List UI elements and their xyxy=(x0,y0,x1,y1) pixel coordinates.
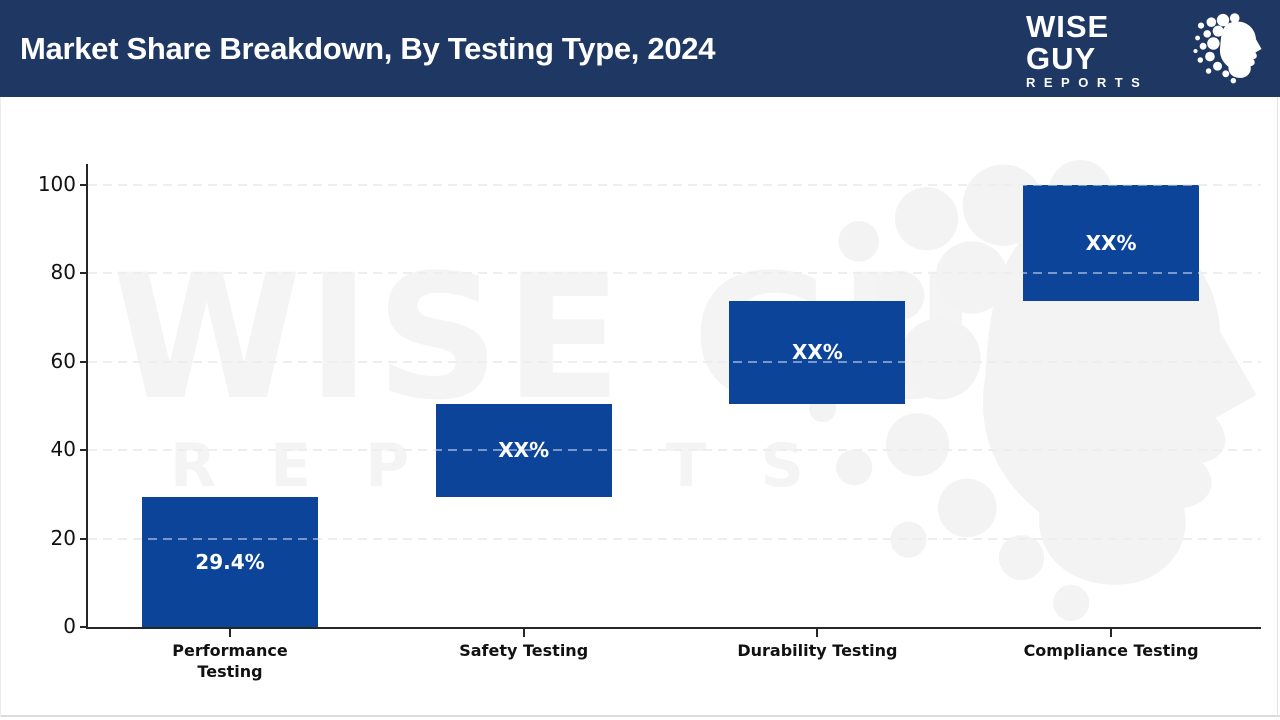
brand-subname: REPORTS xyxy=(1026,75,1149,90)
y-tick-label: 80 xyxy=(50,260,76,285)
bar: XX% xyxy=(1023,185,1200,301)
y-axis-tick xyxy=(80,626,88,628)
x-tick-label: Performance Testing xyxy=(172,641,288,681)
gridline-overlay xyxy=(88,272,1261,275)
y-tick-label: 0 xyxy=(63,614,76,638)
y-axis-tick xyxy=(80,537,88,540)
y-tick-label: 100 xyxy=(37,172,76,196)
gridline xyxy=(88,272,1261,275)
brand-face-icon xyxy=(1193,13,1262,84)
y-tick-label: 60 xyxy=(50,348,76,373)
gridline xyxy=(88,537,1261,540)
y-axis xyxy=(86,164,88,629)
x-axis-tick xyxy=(1110,629,1113,637)
brand-wordmark: WISE GUY REPORTS xyxy=(1026,11,1188,91)
y-axis-tick xyxy=(80,184,88,186)
page-title: Market Share Breakdown, By Testing Type,… xyxy=(20,30,716,66)
right-edge-divider xyxy=(1277,97,1278,717)
bar: 29.4% xyxy=(142,497,318,627)
gridline-overlay xyxy=(88,449,1261,452)
y-axis-tick xyxy=(80,360,88,363)
gridline-overlay xyxy=(88,537,1261,540)
bar-value-label: XX% xyxy=(791,340,843,365)
app-header: Market Share Breakdown, By Testing Type,… xyxy=(0,0,1280,97)
x-tick-label: Compliance Testing xyxy=(1023,641,1199,660)
gridline xyxy=(88,449,1261,452)
left-edge-divider xyxy=(0,97,1,717)
x-axis-tick xyxy=(229,629,231,637)
x-axis xyxy=(86,627,1261,629)
bar: XX% xyxy=(435,403,612,498)
bar-value-label: XX% xyxy=(498,438,550,463)
y-tick-label: 40 xyxy=(50,437,76,462)
footer-divider xyxy=(0,715,1280,717)
y-tick-label: 20 xyxy=(50,525,76,550)
gridline-overlay xyxy=(88,360,1261,363)
y-axis-tick xyxy=(80,272,88,275)
brand-name: WISE GUY xyxy=(1026,9,1110,76)
brand-logo: WISE GUY REPORTS xyxy=(1026,8,1266,90)
x-axis-tick xyxy=(522,629,525,637)
x-tick-label: Durability Testing xyxy=(737,641,898,660)
gridline xyxy=(88,184,1261,186)
x-axis-tick xyxy=(816,629,819,637)
y-axis-tick xyxy=(80,449,88,452)
bar-value-label: XX% xyxy=(1085,230,1137,255)
x-tick-label: Safety Testing xyxy=(459,641,589,660)
bar: XX% xyxy=(729,300,906,404)
gridline-overlay xyxy=(88,184,1261,186)
gridline xyxy=(88,360,1261,363)
bar-value-label: 29.4% xyxy=(195,550,265,575)
